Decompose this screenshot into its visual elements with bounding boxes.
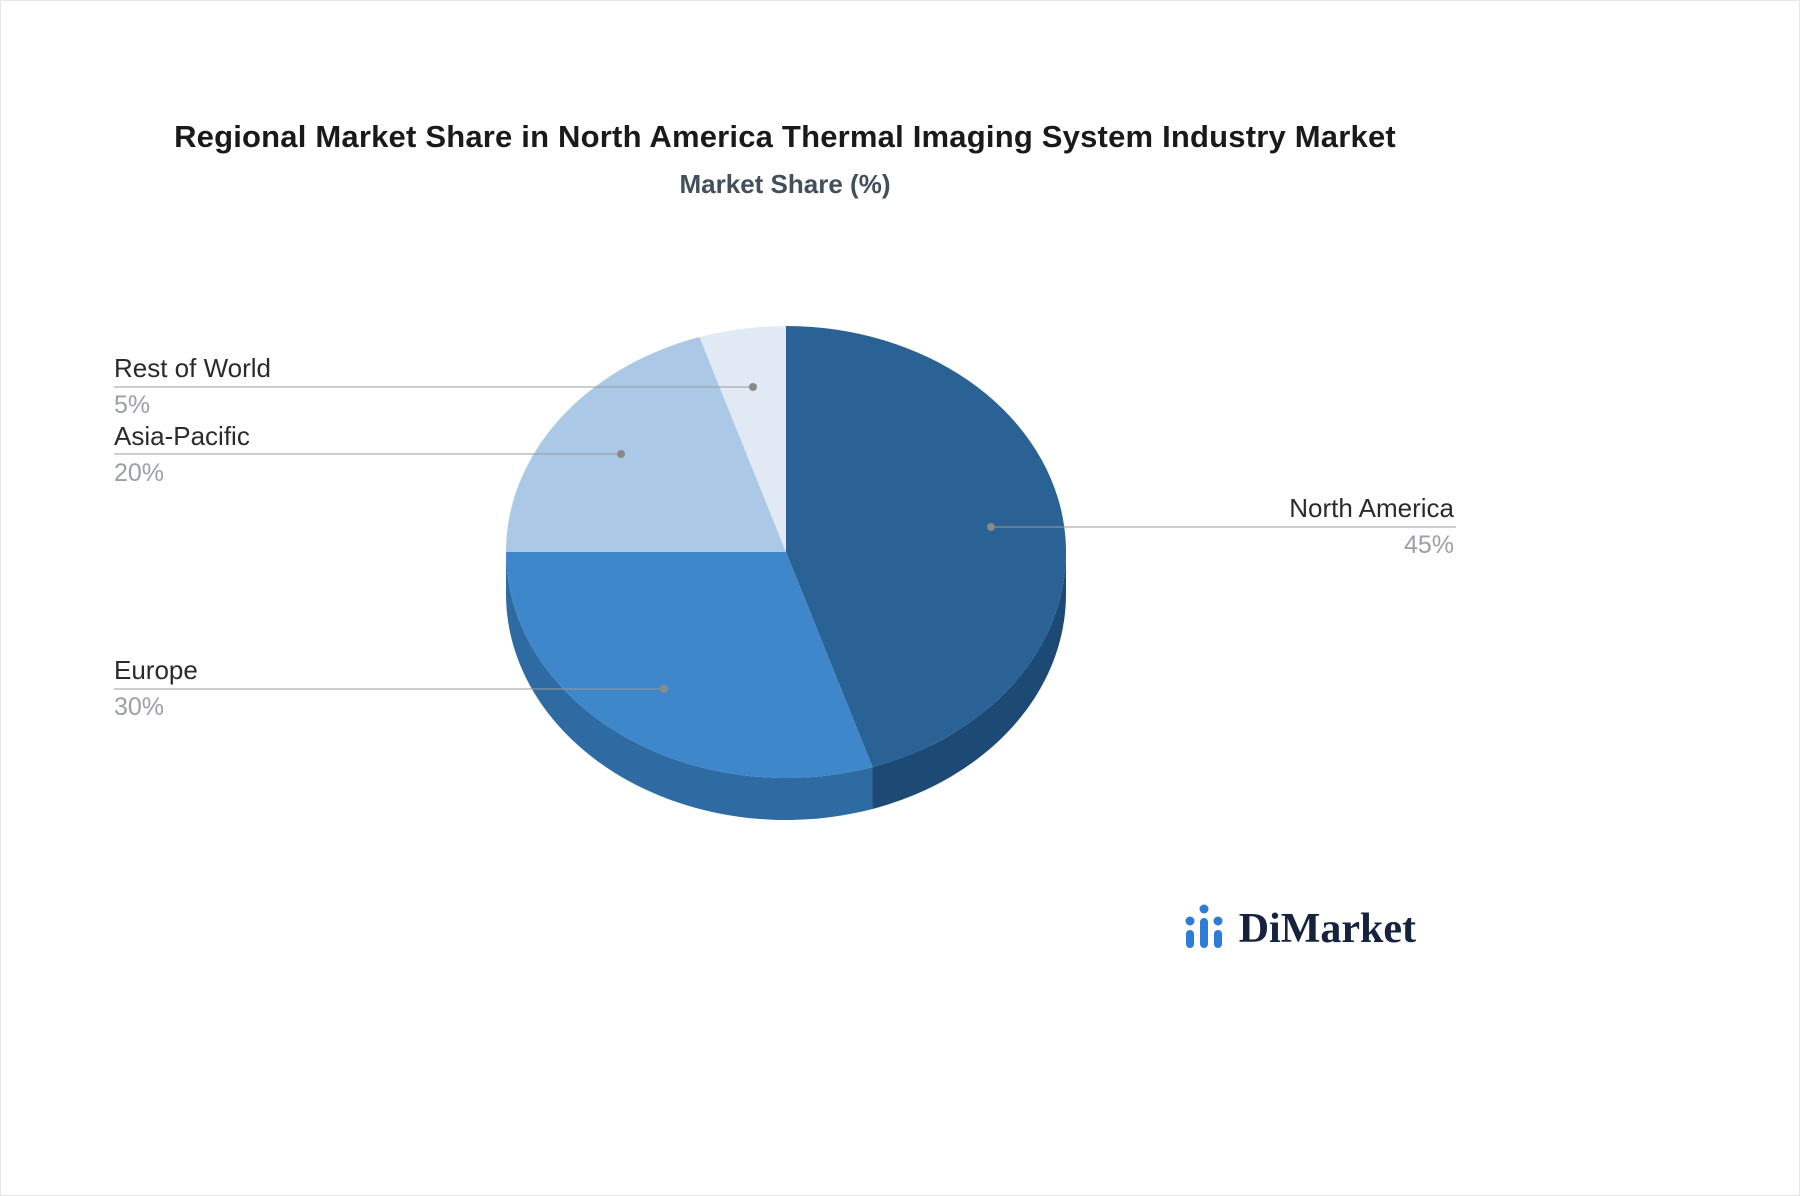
slice-percent-rest-of-world: 5% xyxy=(114,391,151,419)
slice-percent-north-america: 45% xyxy=(1403,531,1454,559)
logo-text: DiMarket xyxy=(1238,906,1416,952)
pie-slice-side xyxy=(505,552,873,820)
slice-percent-europe: 30% xyxy=(114,693,165,721)
bar-chart-icon xyxy=(1185,904,1223,948)
pie-slice-europe xyxy=(505,552,873,779)
pie-slice-side xyxy=(872,552,1066,809)
slice-percent-asia-pacific: 20% xyxy=(114,459,165,487)
pie-slice-asia-pacific xyxy=(506,337,786,552)
pie-slice-north-america xyxy=(786,326,1066,767)
slice-label-rest-of-world: Rest of World xyxy=(114,353,272,383)
leader-dot xyxy=(660,685,668,693)
chart-title: Regional Market Share in North America T… xyxy=(174,119,1396,154)
slice-label-europe: Europe xyxy=(114,655,198,685)
pie-slice-rest-of-world xyxy=(699,326,786,552)
slice-label-north-america: North America xyxy=(1289,493,1454,523)
leader-dot xyxy=(617,450,625,458)
leader-dot xyxy=(987,523,995,531)
chart-subtitle: Market Share (%) xyxy=(679,169,891,199)
slice-label-asia-pacific: Asia-Pacific xyxy=(114,421,250,451)
dimarket-logo: DiMarket xyxy=(1183,904,1416,952)
leader-dot xyxy=(749,383,757,391)
